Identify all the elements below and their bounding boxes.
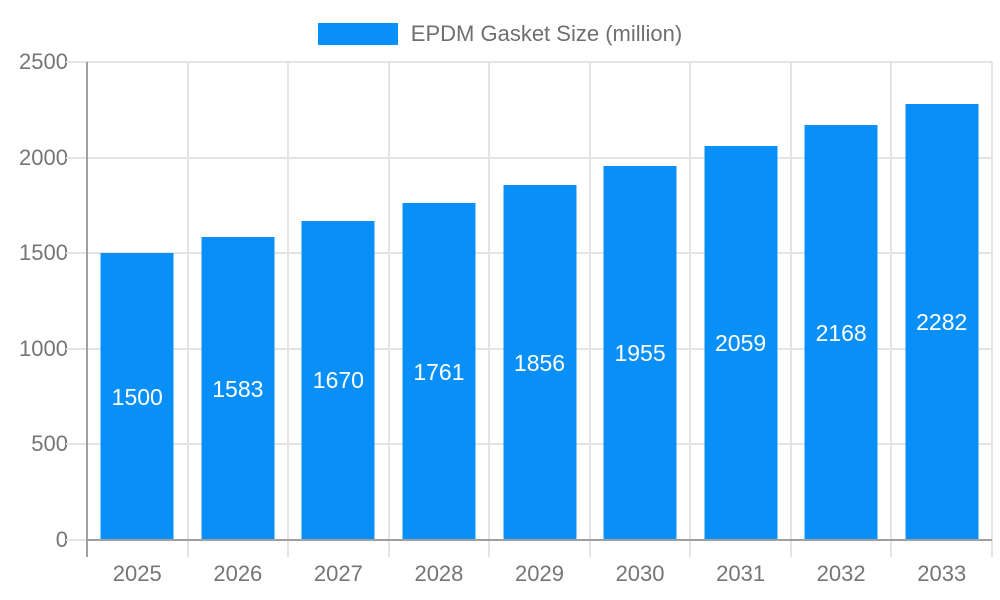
bar-value-label: 1500 — [111, 383, 163, 410]
x-axis-tick-label: 2025 — [112, 561, 162, 586]
legend-label: EPDM Gasket Size (million) — [410, 21, 683, 46]
y-axis-tick-label: 500 — [31, 431, 68, 457]
y-axis-tick-label: 2000 — [19, 144, 68, 170]
bar-value-label: 2059 — [715, 330, 767, 357]
bar[interactable]: 2282 — [905, 103, 979, 540]
bar-value-label: 1670 — [312, 367, 364, 394]
bar-value-label: 1955 — [614, 340, 666, 367]
bar[interactable]: 1500 — [100, 253, 174, 540]
x-gridline — [890, 62, 893, 557]
y-axis-line — [86, 62, 88, 557]
x-axis-tick-label: 2030 — [615, 561, 665, 586]
bar[interactable]: 1670 — [301, 220, 375, 540]
y-gridline — [66, 61, 992, 63]
x-axis-tick-label: 2032 — [816, 561, 866, 586]
y-axis-tick-label: 1000 — [19, 335, 68, 361]
x-gridline — [588, 62, 591, 557]
bar-value-label: 1583 — [212, 375, 264, 402]
x-gridline — [387, 62, 390, 557]
x-axis-tick-label: 2028 — [414, 561, 464, 586]
y-gridline — [66, 156, 992, 159]
bar-value-label: 2282 — [916, 308, 968, 335]
y-axis-tick-label: 0 — [55, 527, 68, 552]
x-gridline — [186, 62, 189, 557]
bar-value-label: 1856 — [513, 349, 566, 376]
bar[interactable]: 1583 — [201, 237, 275, 540]
legend-swatch — [317, 23, 398, 45]
plot-area: 1500 1583 1670 1761 1856 1955 2059 2168 2282 0 50… — [19, 49, 993, 586]
x-gridline — [488, 62, 491, 557]
x-axis-tick-label: 2026 — [213, 561, 263, 586]
bar[interactable]: 1856 — [503, 185, 576, 540]
bar[interactable]: 1955 — [603, 166, 677, 540]
bar-value-label: 2168 — [815, 319, 867, 346]
legend[interactable]: EPDM Gasket Size (million) — [0, 21, 1000, 47]
bar[interactable]: 2168 — [804, 125, 878, 540]
x-axis-tick-label: 2033 — [917, 561, 967, 586]
x-gridline — [689, 62, 692, 557]
x-gridline — [287, 62, 290, 557]
x-axis-tick-label: 2027 — [313, 561, 363, 586]
bar[interactable]: 2059 — [704, 146, 778, 540]
x-axis-tick-label: 2029 — [515, 561, 564, 586]
y-axis-tick-label: 1500 — [19, 240, 68, 266]
x-axis-line — [87, 539, 992, 541]
y-axis-tick-label: 2500 — [19, 49, 68, 74]
x-gridline — [789, 62, 792, 557]
x-axis-tick-label: 2031 — [716, 561, 766, 586]
x-gridline — [991, 62, 993, 557]
bar[interactable]: 1761 — [402, 203, 476, 540]
bar-value-label: 1761 — [413, 358, 465, 385]
